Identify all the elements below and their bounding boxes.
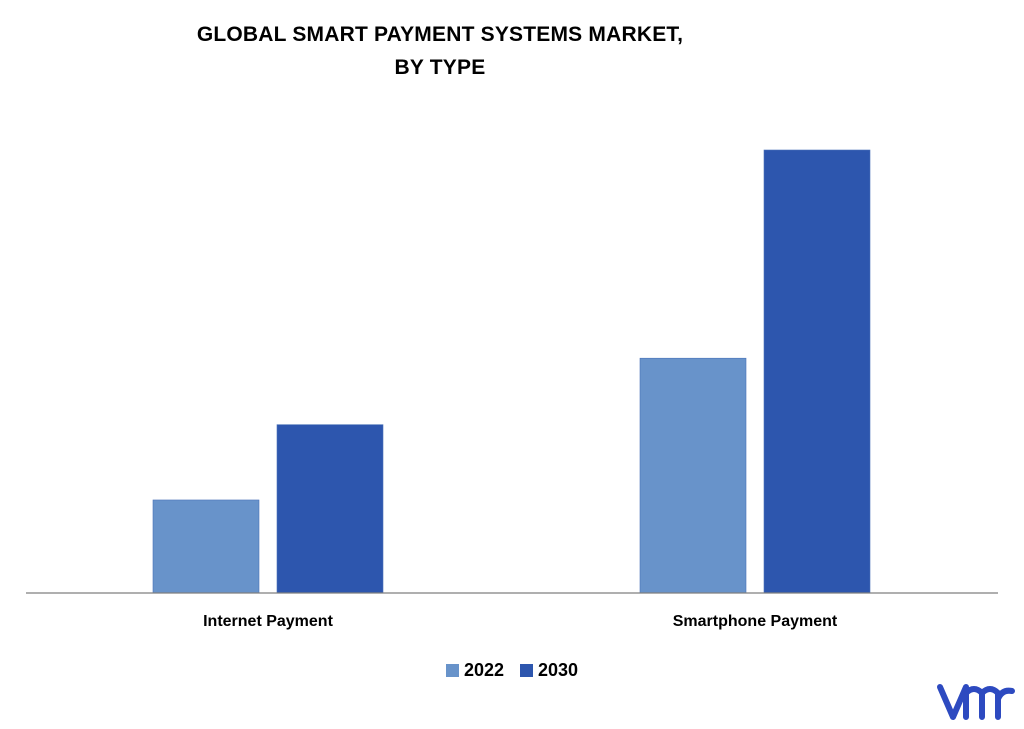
- legend-item-2022: 2022: [445, 660, 504, 681]
- vmr-logo-icon: [937, 684, 1015, 720]
- legend-label-2022: 2022: [463, 660, 504, 680]
- bar-internet-payment-2030: [276, 424, 384, 594]
- category-label-smartphone-payment: Smartphone Payment: [673, 613, 838, 630]
- chart-title-line-2: BY TYPE: [394, 56, 486, 79]
- legend-label-2030: 2030: [538, 660, 579, 680]
- bar-smartphone-payment-2030: [763, 149, 871, 594]
- chart-title-line-1: GLOBAL SMART PAYMENT SYSTEMS MARKET,: [196, 23, 684, 46]
- category-labels-group: Internet Payment Smartphone Payment: [203, 613, 838, 630]
- bar-internet-payment-2022: [152, 499, 260, 594]
- legend: 2022 2030: [0, 660, 1024, 681]
- legend-swatch-2030: [520, 664, 533, 677]
- category-label-internet-payment: Internet Payment: [203, 613, 333, 630]
- legend-swatch-2022: [445, 664, 459, 677]
- bars-group: [152, 149, 871, 594]
- chart-title: GLOBAL SMART PAYMENT SYSTEMS MARKET, BY …: [130, 18, 750, 84]
- legend-item-2030: 2030: [520, 660, 578, 681]
- bar-smartphone-payment-2022: [639, 357, 747, 594]
